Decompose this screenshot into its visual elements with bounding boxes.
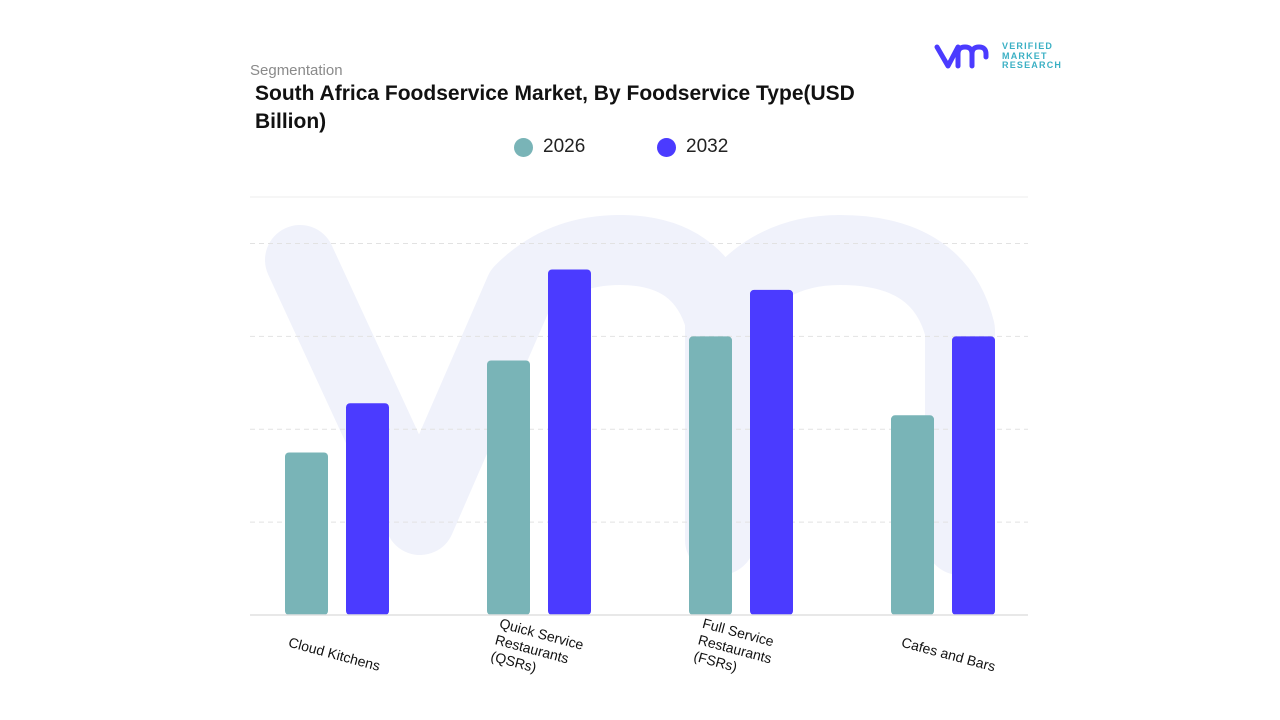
segmentation-label: Segmentation (250, 62, 343, 79)
legend-item-2032[interactable]: 2032 (657, 136, 728, 158)
legend-label-2026: 2026 (543, 136, 586, 157)
vmr-logo: VERIFIED MARKET RESEARCH (934, 41, 1063, 71)
logo-text-2: MARKET (1002, 50, 1048, 61)
watermark-logo (265, 215, 995, 575)
legend-item-2026[interactable]: 2026 (514, 136, 585, 158)
logo-text-1: VERIFIED (1002, 41, 1054, 51)
legend-swatch-2026 (514, 137, 533, 157)
legend-swatch-2032 (657, 137, 676, 157)
bar-2026-1[interactable] (487, 360, 530, 615)
bar-2026-0[interactable] (285, 452, 328, 615)
bar-2026-3[interactable] (891, 415, 934, 615)
bar-2032-3[interactable] (952, 336, 995, 615)
logo-text-3: RESEARCH (1002, 60, 1063, 70)
bar-2026-2[interactable] (689, 336, 732, 615)
bar-2032-0[interactable] (346, 403, 389, 615)
bar-2032-2[interactable] (750, 289, 793, 615)
vmr-logo-icon (934, 44, 989, 69)
legend-label-2032: 2032 (686, 136, 729, 157)
bar-2032-1[interactable] (548, 269, 591, 615)
chart-title: South Africa Foodservice Market, By Food… (255, 82, 855, 133)
legend: 2026 2032 (0, 136, 1280, 160)
